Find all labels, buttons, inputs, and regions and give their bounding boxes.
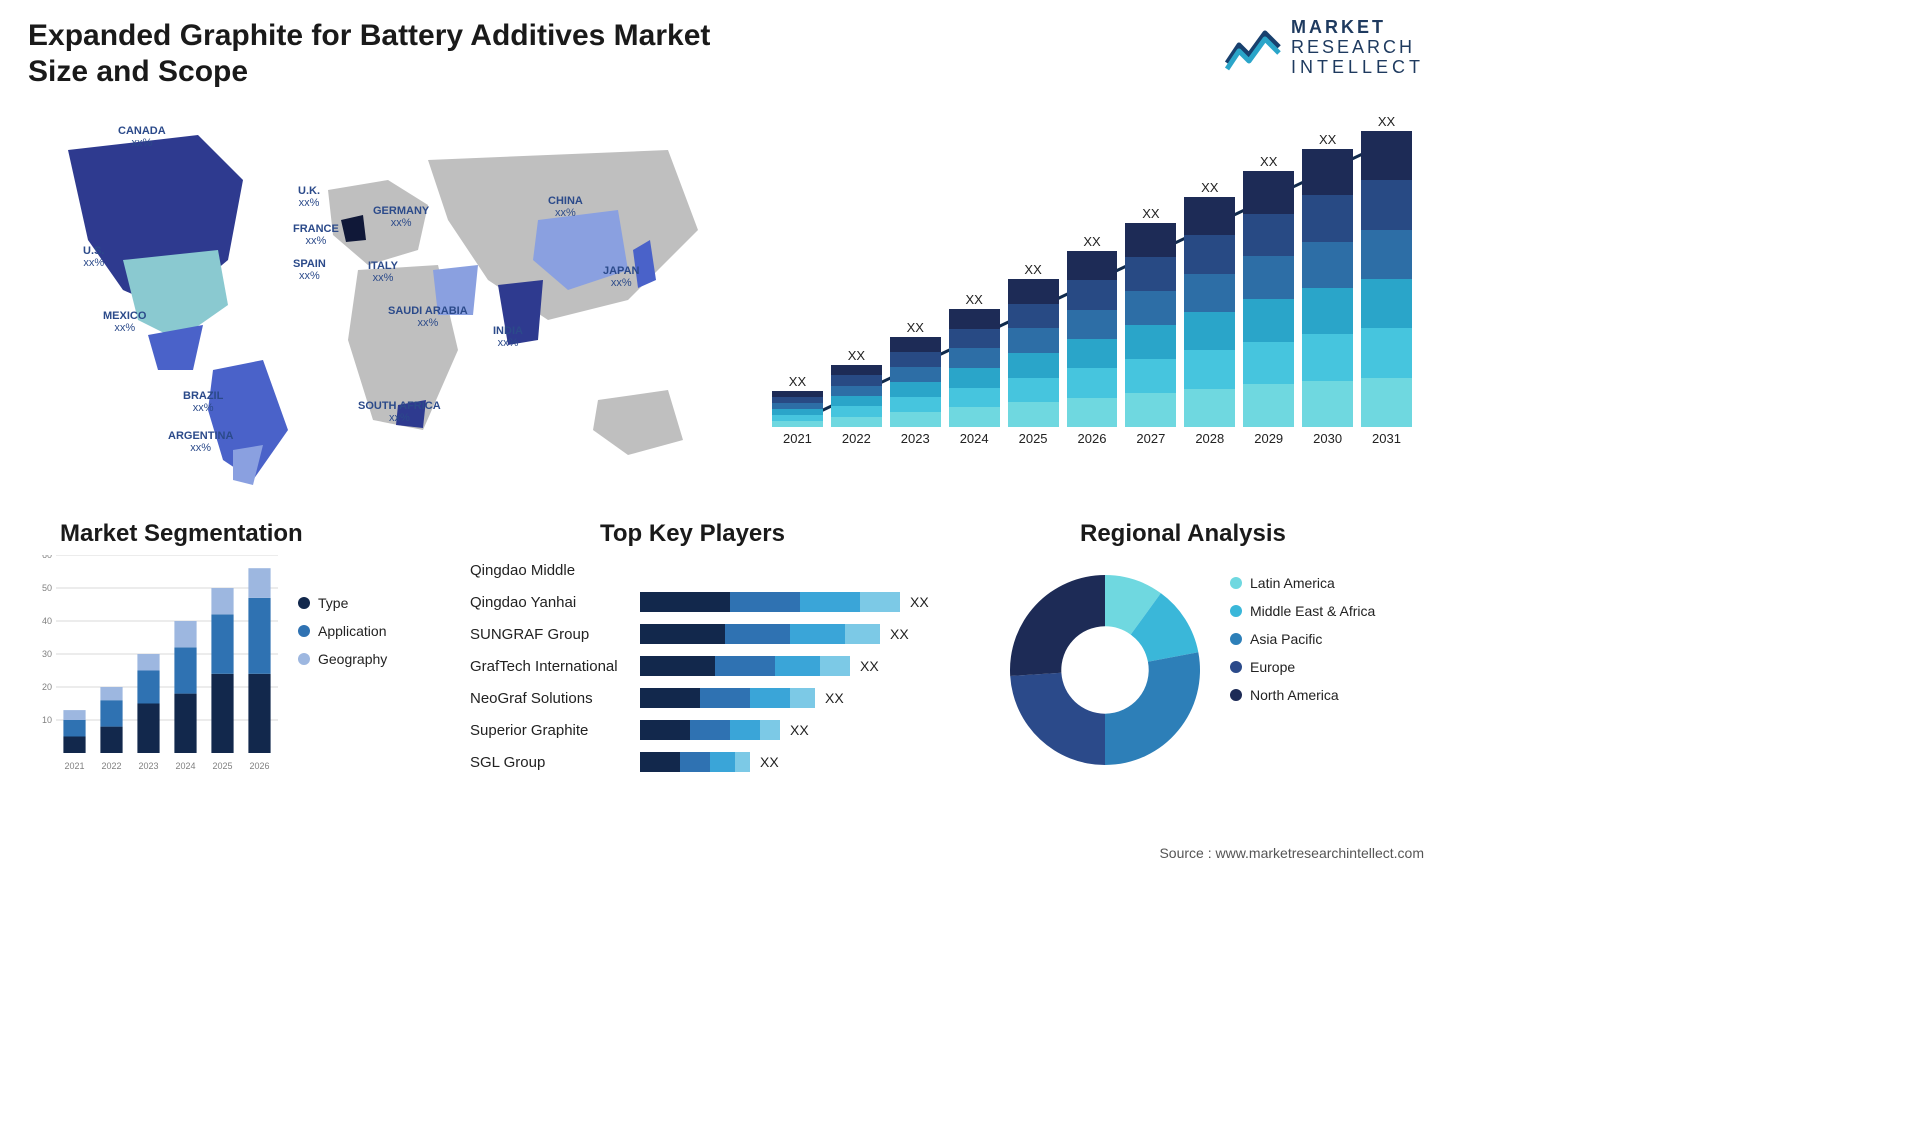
- seg-legend-type: Type: [298, 595, 387, 611]
- region-legend-middle-east-africa: Middle East & Africa: [1230, 603, 1375, 619]
- forecast-bar-2024: XX2024: [949, 292, 1000, 446]
- seg-legend-application: Application: [298, 623, 387, 639]
- region-legend-north-america: North America: [1230, 687, 1375, 703]
- svg-text:2025: 2025: [212, 761, 232, 771]
- main-forecast-chart: XX2021XX2022XX2023XX2024XX2025XX2026XX20…: [772, 110, 1412, 470]
- logo-line1: MARKET: [1291, 18, 1424, 38]
- player-row: SUNGRAF GroupXX: [470, 619, 970, 649]
- logo-line3: INTELLECT: [1291, 58, 1424, 78]
- segmentation-heading: Market Segmentation: [60, 520, 303, 548]
- player-row: Qingdao YanhaiXX: [470, 587, 970, 617]
- forecast-bar-2026: XX2026: [1067, 234, 1118, 446]
- map-label-u-s-: U.S.xx%: [83, 245, 104, 269]
- player-row: GrafTech InternationalXX: [470, 651, 970, 681]
- players-chart: Qingdao MiddleQingdao YanhaiXXSUNGRAF Gr…: [470, 555, 970, 835]
- map-label-saudi-arabia: SAUDI ARABIAxx%: [388, 305, 468, 329]
- segmentation-chart: 10 20 30 40 50 60 2021 2022 2023 2024 2025 2026 Typ…: [28, 555, 428, 825]
- svg-text:2024: 2024: [175, 761, 195, 771]
- player-row: Qingdao Middle: [470, 555, 970, 585]
- map-label-u-k-: U.K.xx%: [298, 185, 320, 209]
- map-label-china: CHINAxx%: [548, 195, 583, 219]
- world-map: CANADAxx% U.S.xx% MEXICOxx% BRAZILxx% ARGENT…: [28, 110, 718, 490]
- map-label-germany: GERMANYxx%: [373, 205, 429, 229]
- svg-text:10: 10: [42, 715, 52, 725]
- map-label-canada: CANADAxx%: [118, 125, 166, 149]
- map-label-south-africa: SOUTH AFRICAxx%: [358, 400, 441, 424]
- svg-text:40: 40: [42, 616, 52, 626]
- map-label-japan: JAPANxx%: [603, 265, 639, 289]
- regional-heading: Regional Analysis: [1080, 520, 1286, 548]
- brand-logo: MARKET RESEARCH INTELLECT: [1225, 18, 1424, 77]
- logo-line2: RESEARCH: [1291, 38, 1424, 58]
- page-title: Expanded Graphite for Battery Additives …: [28, 18, 748, 90]
- players-heading: Top Key Players: [600, 520, 785, 548]
- seg-legend-geography: Geography: [298, 651, 387, 667]
- map-label-mexico: MEXICOxx%: [103, 310, 146, 334]
- forecast-bar-2030: XX2030: [1302, 132, 1353, 446]
- player-row: NeoGraf SolutionsXX: [470, 683, 970, 713]
- svg-text:30: 30: [42, 649, 52, 659]
- forecast-bar-2025: XX2025: [1008, 262, 1059, 446]
- player-row: SGL GroupXX: [470, 747, 970, 777]
- forecast-bar-2027: XX2027: [1125, 206, 1176, 446]
- forecast-bar-2028: XX2028: [1184, 180, 1235, 446]
- map-label-brazil: BRAZILxx%: [183, 390, 223, 414]
- map-label-india: INDIAxx%: [493, 325, 523, 349]
- region-legend-asia-pacific: Asia Pacific: [1230, 631, 1375, 647]
- forecast-bar-2022: XX2022: [831, 348, 882, 446]
- regional-chart: Latin America Middle East & Africa Asia Pa…: [990, 555, 1420, 825]
- forecast-bar-2021: XX2021: [772, 374, 823, 446]
- forecast-bar-2029: XX2029: [1243, 154, 1294, 446]
- logo-mark-icon: [1225, 25, 1281, 71]
- region-legend-latin-america: Latin America: [1230, 575, 1375, 591]
- svg-text:2022: 2022: [101, 761, 121, 771]
- map-label-argentina: ARGENTINAxx%: [168, 430, 233, 454]
- svg-text:50: 50: [42, 583, 52, 593]
- forecast-bar-2031: XX2031: [1361, 114, 1412, 446]
- player-row: Superior GraphiteXX: [470, 715, 970, 745]
- svg-text:2021: 2021: [64, 761, 84, 771]
- map-label-italy: ITALYxx%: [368, 260, 398, 284]
- svg-text:20: 20: [42, 682, 52, 692]
- map-label-spain: SPAINxx%: [293, 258, 326, 282]
- svg-text:2023: 2023: [138, 761, 158, 771]
- svg-text:60: 60: [42, 555, 52, 560]
- region-legend-europe: Europe: [1230, 659, 1375, 675]
- map-label-france: FRANCExx%: [293, 223, 339, 247]
- source-text: Source : www.marketresearchintellect.com: [1159, 845, 1424, 861]
- svg-text:2026: 2026: [249, 761, 269, 771]
- forecast-bar-2023: XX2023: [890, 320, 941, 446]
